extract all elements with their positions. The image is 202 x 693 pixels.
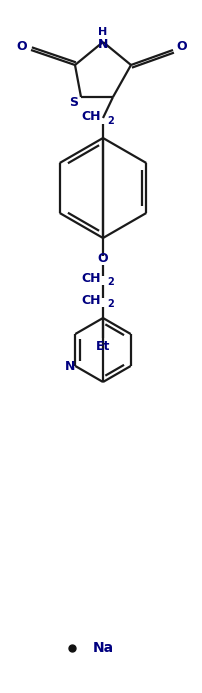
Text: CH: CH (81, 110, 101, 123)
Text: N: N (97, 37, 108, 51)
Text: H: H (98, 27, 107, 37)
Text: S: S (69, 96, 78, 109)
Text: CH: CH (81, 272, 101, 285)
Text: CH: CH (81, 294, 101, 306)
Text: Na: Na (92, 641, 113, 655)
Text: O: O (176, 40, 186, 53)
Text: 2: 2 (107, 116, 114, 126)
Text: N: N (65, 360, 75, 373)
Text: 2: 2 (107, 299, 114, 309)
Text: 2: 2 (107, 277, 114, 287)
Text: Et: Et (95, 340, 110, 353)
Text: O: O (97, 252, 108, 265)
Text: O: O (17, 40, 27, 53)
